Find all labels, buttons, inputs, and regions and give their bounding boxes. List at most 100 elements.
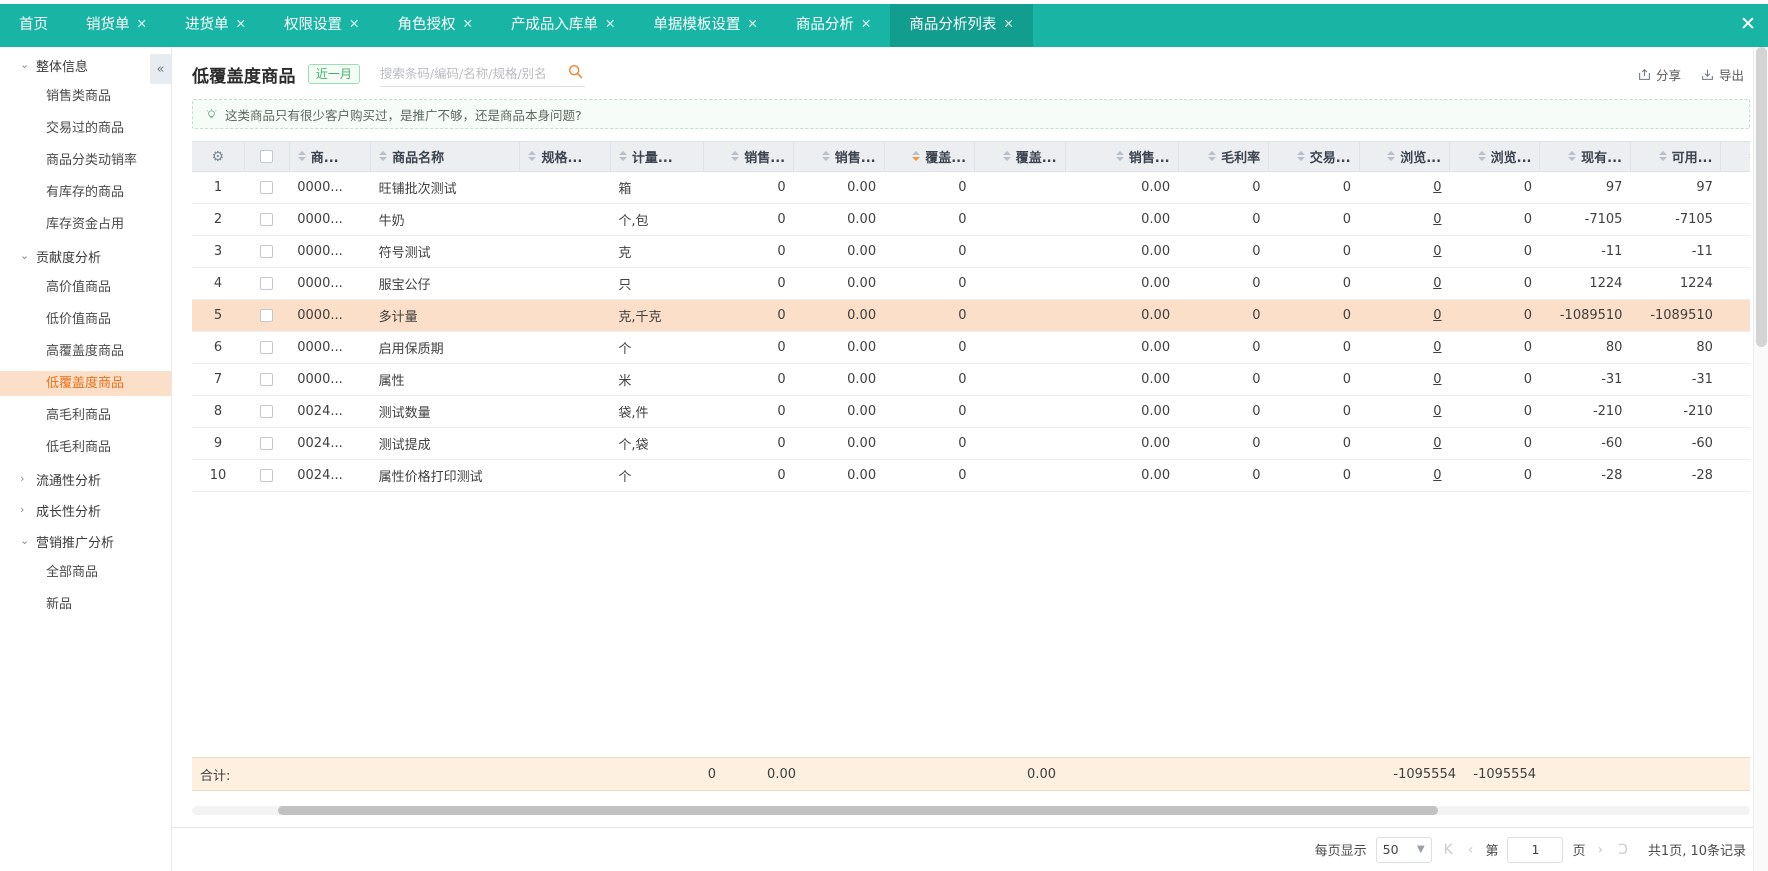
sort-icon[interactable] [1115,151,1125,161]
sidebar-group-0[interactable]: ⌄ 整体信息 [0,53,171,78]
tab-2[interactable]: 进货单 ✕ [166,0,265,47]
tab-8[interactable]: 商品分析列表 ✕ [890,0,1033,47]
col-header-view1[interactable]: 浏览... [1359,141,1451,172]
tab-close-icon[interactable]: ✕ [136,16,147,31]
sort-icon[interactable] [1208,151,1217,161]
col-header-cur[interactable]: 现有... [1539,141,1631,172]
sidebar-item-1-2[interactable]: 高覆盖度商品 [46,344,125,359]
sidebar-item-0-4[interactable]: 库存资金占用 [46,217,125,232]
row-checkbox[interactable] [260,181,274,194]
search-icon[interactable] [568,64,583,79]
col-header-cov1[interactable]: 覆盖... [884,141,976,172]
row-checkbox[interactable] [260,245,274,258]
view-count-link[interactable]: 0 [1433,436,1442,451]
view-count-link[interactable]: 0 [1433,276,1442,291]
tab-close-icon[interactable]: ✕ [462,16,473,31]
sidebar-item-1-4[interactable]: 高毛利商品 [46,408,112,423]
share-button[interactable]: 分享 [1638,65,1681,84]
col-header-sellable[interactable]: 可销... [1720,141,1750,172]
col-header-sale3[interactable]: 销售... [1065,141,1179,172]
row-checkbox[interactable] [260,309,274,322]
export-button[interactable]: 导出 [1701,65,1744,84]
sort-icon[interactable] [379,151,388,161]
close-all-tabs-icon[interactable]: ✕ [1740,12,1756,35]
col-header-gear[interactable]: ⚙ [192,141,245,172]
sort-icon[interactable] [912,151,921,161]
sidebar-item-0-3[interactable]: 有库存的商品 [46,185,125,200]
tab-5[interactable]: 产成品入库单 ✕ [492,0,634,47]
view-count-link[interactable]: 0 [1433,404,1442,419]
tab-close-icon[interactable]: ✕ [604,16,616,31]
col-header-view2[interactable]: 浏览... [1449,141,1541,172]
tab-close-icon[interactable]: ✕ [860,16,872,31]
tab-1[interactable]: 销货单 ✕ [67,0,166,47]
view-count-link[interactable]: 0 [1433,180,1442,195]
col-header-spec[interactable]: 规格... [519,141,611,172]
sidebar-item-0-2[interactable]: 商品分类动销率 [46,153,138,168]
col-header-cov2[interactable]: 覆盖... [974,141,1066,172]
sort-icon[interactable] [528,151,537,161]
prev-page-icon[interactable]: ‹ [1467,841,1474,858]
tab-7[interactable]: 商品分析 ✕ [777,0,890,47]
col-header-unit[interactable]: 计量... [610,141,704,172]
sidebar-group-2[interactable]: › 流通性分析 [0,467,171,492]
sidebar-group-4[interactable]: ⌄ 营销推广分析 [0,529,171,554]
horizontal-scrollbar-thumb[interactable] [278,806,1438,815]
page-number-input[interactable] [1507,836,1564,863]
tab-0[interactable]: 首页 [0,0,67,47]
col-header-sale2[interactable]: 销售... [793,141,885,172]
view-count-link[interactable]: 0 [1433,308,1442,323]
page-size-select[interactable]: 50 ▼ [1375,836,1432,863]
select-all-checkbox[interactable] [260,150,274,163]
sidebar-group-1[interactable]: ⌄ 贡献度分析 [0,244,171,269]
sort-icon[interactable] [731,151,740,161]
tab-close-icon[interactable]: ✕ [747,16,758,31]
tab-close-icon[interactable]: ✕ [235,16,246,31]
tab-3[interactable]: 权限设置 ✕ [265,0,378,47]
tab-close-icon[interactable]: ✕ [1003,16,1014,31]
tab-4[interactable]: 角色授权 ✕ [378,0,491,47]
view-count-link[interactable]: 0 [1433,212,1442,227]
tab-close-icon[interactable]: ✕ [348,16,360,31]
horizontal-scrollbar[interactable] [192,806,1750,815]
row-checkbox[interactable] [260,469,274,482]
sidebar-item-1-0[interactable]: 高价值商品 [46,280,112,295]
next-page-icon[interactable]: › [1597,841,1604,858]
sort-icon[interactable] [297,151,307,161]
col-header-sale1[interactable]: 销售... [703,141,795,172]
row-checkbox[interactable] [260,373,274,386]
col-header-code[interactable]: 商... [289,141,372,172]
row-checkbox[interactable] [260,277,274,290]
sort-icon[interactable] [1387,151,1396,161]
sidebar-item-0-0[interactable]: 销售类商品 [46,89,112,104]
col-header-deal[interactable]: 交易... [1268,141,1360,172]
tab-6[interactable]: 单据模板设置 ✕ [634,0,776,47]
view-count-link[interactable]: 0 [1433,340,1442,355]
sidebar-item-1-5[interactable]: 低毛利商品 [46,440,112,455]
sidebar-item-1-1[interactable]: 低价值商品 [46,312,112,327]
sort-icon[interactable] [1296,151,1306,161]
table-row[interactable]: 5 0000... 多计量 克,千克 0 0.00 0 0.00 0 0 0 0 -1089510 -10… [192,299,1750,332]
view-count-link[interactable]: 0 [1433,244,1442,259]
sidebar-item-1-3[interactable]: 低覆盖度商品 [0,371,171,396]
col-header-name[interactable]: 商品名称 [370,141,521,172]
page-vertical-scrollbar[interactable] [1753,47,1768,871]
sidebar-item-0-1[interactable]: 交易过的商品 [46,121,125,136]
sort-icon[interactable] [618,151,628,161]
row-checkbox[interactable] [260,341,274,354]
sort-icon[interactable] [821,151,831,161]
col-header-gross[interactable]: 毛利率 [1178,141,1270,172]
page-vertical-scrollbar-thumb[interactable] [1756,47,1767,347]
sort-icon[interactable] [1749,151,1750,161]
sort-icon[interactable] [1002,151,1012,161]
sort-icon[interactable] [1477,151,1487,161]
period-badge[interactable]: 近一月 [307,64,360,84]
